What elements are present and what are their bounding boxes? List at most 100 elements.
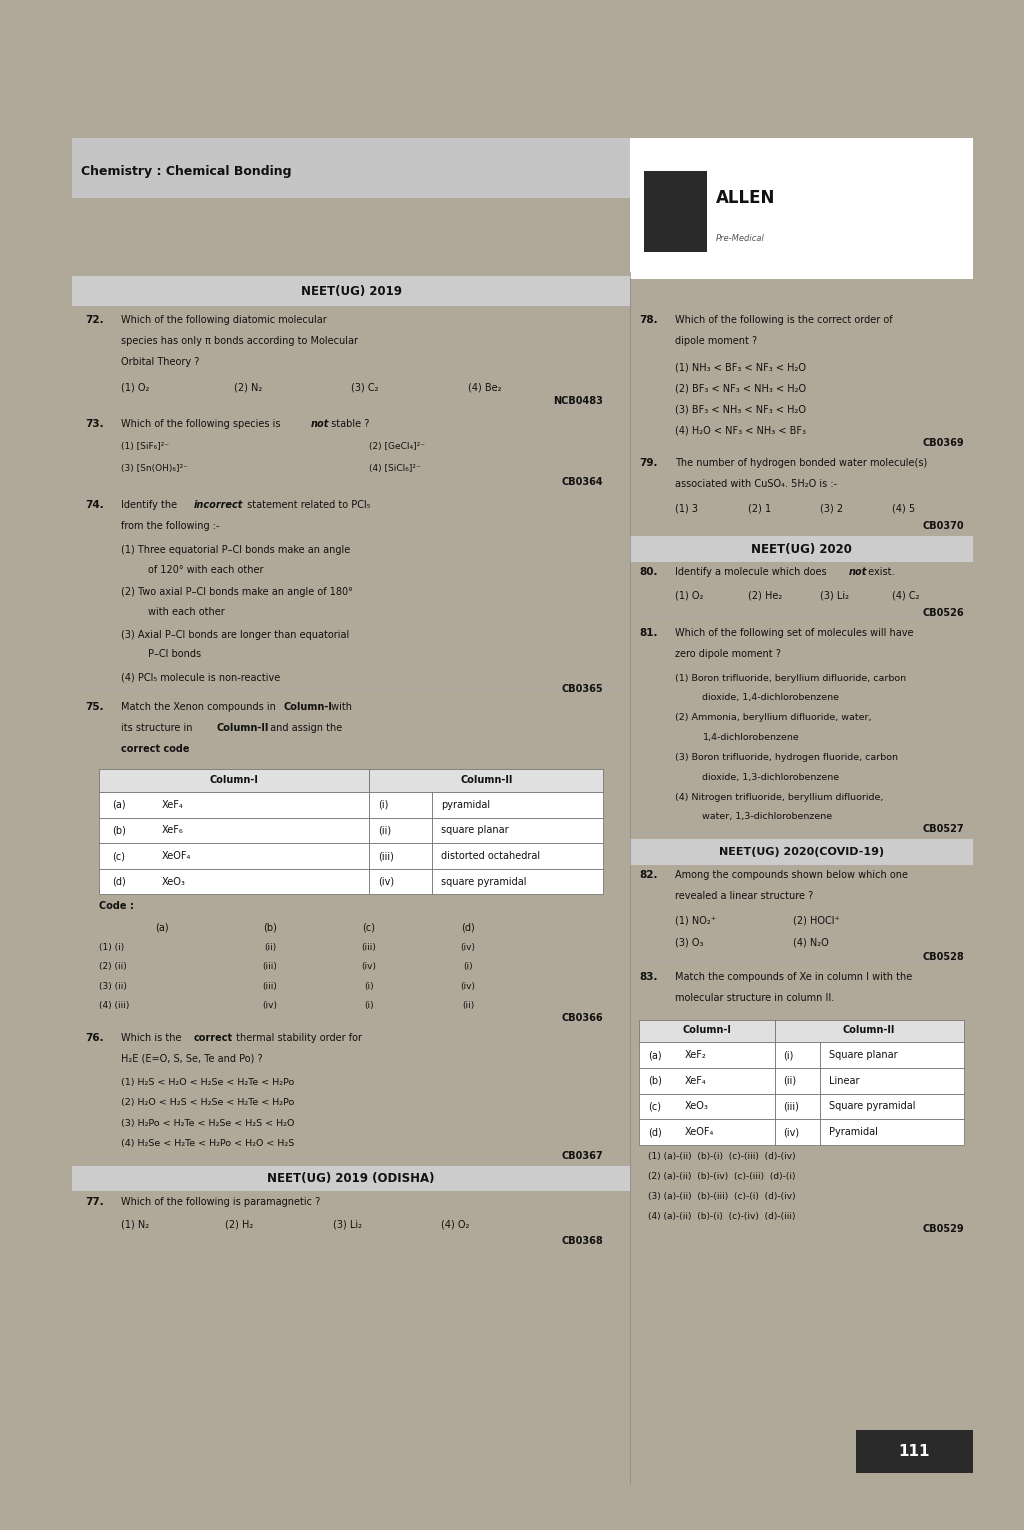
- Text: (2) HOCl⁺: (2) HOCl⁺: [793, 916, 840, 926]
- Text: (4) C₂: (4) C₂: [892, 591, 920, 600]
- Text: Column-I: Column-I: [683, 1025, 731, 1036]
- Text: Square pyramidal: Square pyramidal: [828, 1102, 915, 1111]
- Text: thermal stability order for: thermal stability order for: [233, 1033, 361, 1043]
- Text: (1) H₂S < H₂O < H₂Se < H₂Te < H₂Po: (1) H₂S < H₂O < H₂Se < H₂Te < H₂Po: [121, 1079, 295, 1088]
- Text: revealed a linear structure ?: revealed a linear structure ?: [676, 890, 814, 901]
- FancyBboxPatch shape: [369, 843, 432, 869]
- Text: and assign the: and assign the: [266, 722, 342, 733]
- Text: (iii): (iii): [262, 962, 278, 972]
- Text: (4) (iii): (4) (iii): [98, 1002, 129, 1010]
- Text: (4) O₂: (4) O₂: [441, 1219, 470, 1230]
- Text: CB0364: CB0364: [562, 477, 603, 487]
- Text: from the following :-: from the following :-: [121, 520, 220, 531]
- Text: (1) Three equatorial P–Cl bonds make an angle: (1) Three equatorial P–Cl bonds make an …: [121, 545, 350, 555]
- Text: (3) 2: (3) 2: [819, 503, 843, 514]
- Text: with each other: with each other: [148, 607, 225, 617]
- FancyBboxPatch shape: [432, 793, 603, 817]
- Text: XeF₆: XeF₆: [162, 825, 183, 835]
- FancyBboxPatch shape: [72, 138, 973, 199]
- Text: (2) H₂: (2) H₂: [225, 1219, 253, 1230]
- Text: Column-I: Column-I: [210, 774, 258, 785]
- Text: (2) (a)-(ii)  (b)-(iv)  (c)-(iii)  (d)-(i): (2) (a)-(ii) (b)-(iv) (c)-(iii) (d)-(i): [648, 1172, 796, 1181]
- FancyBboxPatch shape: [819, 1042, 964, 1068]
- Text: correct: correct: [194, 1033, 233, 1043]
- Text: 73.: 73.: [85, 419, 103, 428]
- Text: (b): (b): [263, 923, 276, 933]
- Text: (3) C₂: (3) C₂: [351, 382, 379, 393]
- Text: not: not: [311, 419, 330, 428]
- Text: (3) H₂Po < H₂Te < H₂Se < H₂S < H₂O: (3) H₂Po < H₂Te < H₂Se < H₂S < H₂O: [121, 1118, 295, 1128]
- Text: XeF₄: XeF₄: [684, 1076, 707, 1086]
- Text: 72.: 72.: [85, 315, 103, 326]
- Text: CB0529: CB0529: [923, 1224, 964, 1235]
- Text: CB0369: CB0369: [923, 438, 964, 448]
- FancyBboxPatch shape: [369, 793, 432, 817]
- Text: (iv): (iv): [461, 982, 476, 991]
- Text: 82.: 82.: [639, 871, 657, 880]
- Text: (iii): (iii): [783, 1102, 800, 1111]
- Text: (3) O₃: (3) O₃: [676, 938, 703, 947]
- Text: (ii): (ii): [264, 942, 276, 952]
- Text: XeF₂: XeF₂: [684, 1050, 707, 1060]
- Text: (a): (a): [648, 1050, 663, 1060]
- Text: Which of the following species is: Which of the following species is: [121, 419, 284, 428]
- Text: Column-II: Column-II: [216, 722, 268, 733]
- Text: (iv): (iv): [783, 1128, 800, 1137]
- FancyBboxPatch shape: [639, 1094, 774, 1120]
- Text: CB0528: CB0528: [922, 952, 964, 962]
- Text: 79.: 79.: [639, 457, 657, 468]
- Text: (1) 3: (1) 3: [676, 503, 698, 514]
- Text: (2) 1: (2) 1: [748, 503, 771, 514]
- FancyBboxPatch shape: [819, 1120, 964, 1144]
- Text: (iv): (iv): [461, 942, 476, 952]
- FancyBboxPatch shape: [639, 1068, 774, 1094]
- Text: incorrect: incorrect: [194, 500, 244, 509]
- Text: XeO₃: XeO₃: [684, 1102, 709, 1111]
- Text: species has only π bonds according to Molecular: species has only π bonds according to Mo…: [121, 337, 358, 346]
- Text: (ii): (ii): [783, 1076, 797, 1086]
- Text: (2) [GeCl₄]²⁻: (2) [GeCl₄]²⁻: [369, 442, 425, 451]
- Text: (b): (b): [113, 825, 126, 835]
- FancyBboxPatch shape: [369, 869, 432, 895]
- Text: (iii): (iii): [378, 851, 394, 861]
- Text: (a): (a): [155, 923, 169, 933]
- Text: Identify a molecule which does: Identify a molecule which does: [676, 568, 830, 577]
- Text: stable ?: stable ?: [328, 419, 370, 428]
- Text: (iii): (iii): [361, 942, 377, 952]
- Text: (3) Li₂: (3) Li₂: [819, 591, 849, 600]
- Text: NEET(UG) 2020: NEET(UG) 2020: [752, 543, 852, 555]
- Text: (3) Li₂: (3) Li₂: [333, 1219, 362, 1230]
- Text: CB0368: CB0368: [561, 1236, 603, 1245]
- Text: (4) 5: (4) 5: [892, 503, 914, 514]
- Text: (4) Be₂: (4) Be₂: [468, 382, 502, 393]
- Text: (4) [SiCl₆]²⁻: (4) [SiCl₆]²⁻: [369, 464, 421, 473]
- FancyBboxPatch shape: [432, 817, 603, 843]
- Text: (4) PCl₅ molecule is non-reactive: (4) PCl₅ molecule is non-reactive: [121, 672, 281, 682]
- Text: zero dipole moment ?: zero dipole moment ?: [676, 649, 781, 658]
- Text: (iii): (iii): [262, 982, 278, 991]
- Text: molecular structure in column II.: molecular structure in column II.: [676, 993, 835, 1004]
- Text: dioxide, 1,3-dichlorobenzene: dioxide, 1,3-dichlorobenzene: [702, 773, 840, 782]
- Text: (1) [SiF₆]²⁻: (1) [SiF₆]²⁻: [121, 442, 169, 451]
- Text: ALLEN: ALLEN: [716, 190, 775, 207]
- Text: (i): (i): [783, 1050, 794, 1060]
- FancyBboxPatch shape: [432, 869, 603, 895]
- FancyBboxPatch shape: [639, 1042, 774, 1068]
- Text: (iv): (iv): [262, 1002, 278, 1010]
- Text: with: with: [328, 702, 352, 711]
- Text: (3) Axial P–Cl bonds are longer than equatorial: (3) Axial P–Cl bonds are longer than equ…: [121, 630, 349, 640]
- Text: (4) H₂O < NF₃ < NH₃ < BF₃: (4) H₂O < NF₃ < NH₃ < BF₃: [676, 425, 807, 435]
- Text: dipole moment ?: dipole moment ?: [676, 337, 758, 346]
- FancyBboxPatch shape: [819, 1094, 964, 1120]
- FancyBboxPatch shape: [631, 838, 973, 864]
- FancyBboxPatch shape: [774, 1019, 964, 1042]
- Text: (d): (d): [648, 1128, 663, 1137]
- Text: NEET(UG) 2019 (ODISHA): NEET(UG) 2019 (ODISHA): [267, 1172, 435, 1184]
- Text: NCB0483: NCB0483: [553, 396, 603, 405]
- Text: pyramidal: pyramidal: [441, 800, 490, 809]
- Text: (i): (i): [365, 982, 374, 991]
- Text: XeOF₄: XeOF₄: [162, 851, 191, 861]
- Text: 111: 111: [898, 1444, 930, 1460]
- Text: (iv): (iv): [378, 877, 394, 886]
- Text: (4) H₂Se < H₂Te < H₂Po < H₂O < H₂S: (4) H₂Se < H₂Te < H₂Po < H₂O < H₂S: [121, 1138, 295, 1148]
